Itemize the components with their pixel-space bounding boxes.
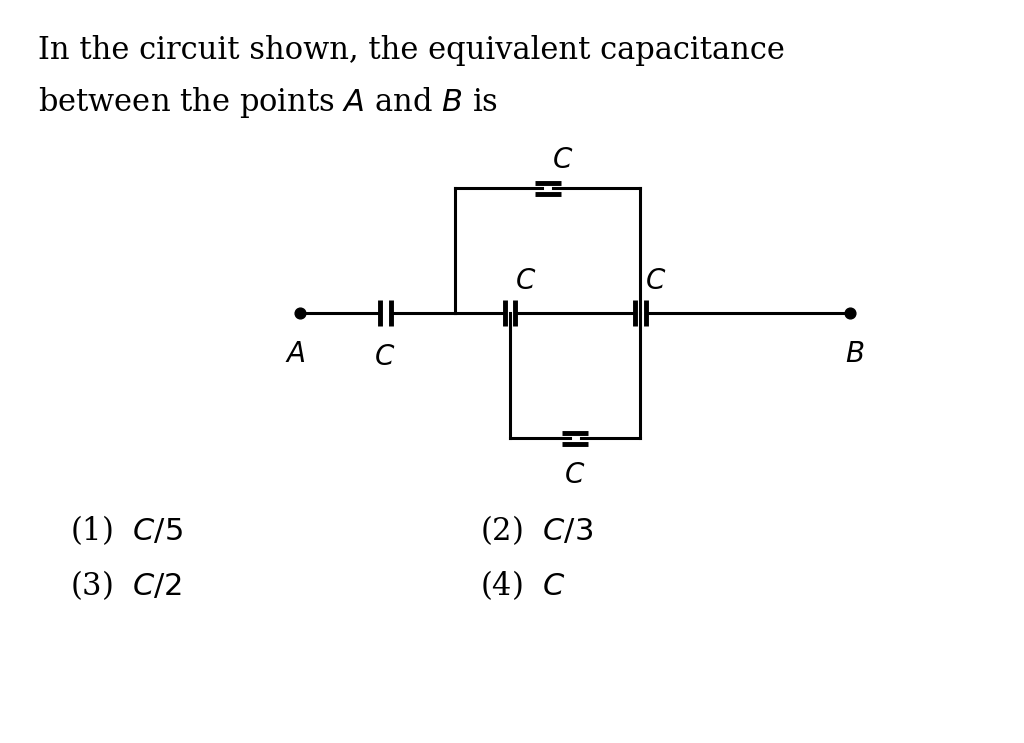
Text: $C$: $C$ [553, 148, 573, 175]
Text: $C$: $C$ [564, 461, 586, 488]
Text: $C$: $C$ [515, 268, 537, 295]
Text: $C$: $C$ [645, 268, 667, 295]
Text: (2)  $C/3$: (2) $C/3$ [480, 513, 593, 547]
Text: In the circuit shown, the equivalent capacitance: In the circuit shown, the equivalent cap… [38, 35, 784, 66]
Text: (1)  $C/5$: (1) $C/5$ [70, 513, 183, 547]
Text: $A$: $A$ [285, 341, 305, 368]
Text: (4)  $C$: (4) $C$ [480, 568, 566, 602]
Text: between the points $A$ and $B$ is: between the points $A$ and $B$ is [38, 85, 498, 120]
Text: $B$: $B$ [846, 341, 864, 368]
Point [292, 307, 308, 319]
Text: (3)  $C/2$: (3) $C/2$ [70, 568, 181, 602]
Point [842, 307, 858, 319]
Text: $C$: $C$ [375, 344, 395, 371]
